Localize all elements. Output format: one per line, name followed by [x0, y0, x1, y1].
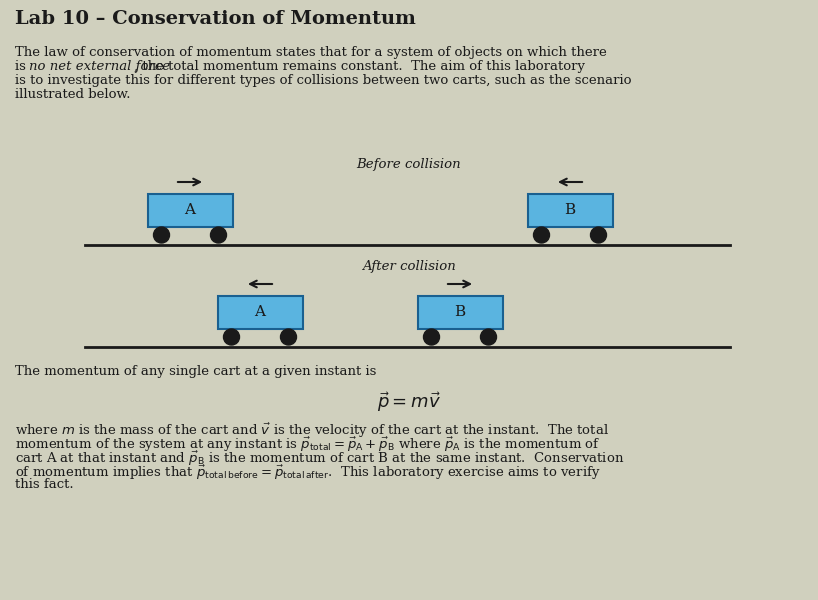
- Circle shape: [223, 329, 240, 345]
- Circle shape: [210, 227, 227, 243]
- Bar: [147, 194, 232, 227]
- Circle shape: [154, 227, 169, 243]
- Circle shape: [281, 329, 296, 345]
- Text: A: A: [185, 203, 196, 217]
- Text: this fact.: this fact.: [15, 478, 74, 491]
- Text: is: is: [15, 60, 30, 73]
- Text: where $m$ is the mass of the cart and $\vec{v}$ is the velocity of the cart at t: where $m$ is the mass of the cart and $\…: [15, 422, 609, 440]
- Circle shape: [591, 227, 606, 243]
- Bar: [218, 296, 303, 329]
- Bar: [528, 194, 613, 227]
- Text: of momentum implies that $\vec{p}_{\mathrm{total\,before}} = \vec{p}_{\mathrm{to: of momentum implies that $\vec{p}_{\math…: [15, 464, 600, 482]
- Text: $\vec{p} = m\vec{v}$: $\vec{p} = m\vec{v}$: [377, 390, 441, 414]
- Bar: [417, 296, 502, 329]
- Text: B: B: [564, 203, 576, 217]
- Text: Before collision: Before collision: [357, 158, 461, 171]
- Circle shape: [424, 329, 439, 345]
- Text: Lab 10 – Conservation of Momentum: Lab 10 – Conservation of Momentum: [15, 10, 416, 28]
- Circle shape: [533, 227, 550, 243]
- Text: A: A: [254, 305, 266, 319]
- Text: The law of conservation of momentum states that for a system of objects on which: The law of conservation of momentum stat…: [15, 46, 607, 59]
- Text: , the total momentum remains constant.  The aim of this laboratory: , the total momentum remains constant. T…: [134, 60, 585, 73]
- Text: cart A at that instant and $\vec{p}_{\mathrm{B}}$ is the momentum of cart B at t: cart A at that instant and $\vec{p}_{\ma…: [15, 450, 624, 469]
- Text: illustrated below.: illustrated below.: [15, 88, 131, 101]
- Text: momentum of the system at any instant is $\vec{p}_{\mathrm{total}} = \vec{p}_{\m: momentum of the system at any instant is…: [15, 436, 600, 454]
- Circle shape: [480, 329, 497, 345]
- Text: After collision: After collision: [362, 260, 456, 273]
- Text: B: B: [455, 305, 465, 319]
- Text: no net external force: no net external force: [29, 60, 170, 73]
- Text: is to investigate this for different types of collisions between two carts, such: is to investigate this for different typ…: [15, 74, 631, 87]
- Text: The momentum of any single cart at a given instant is: The momentum of any single cart at a giv…: [15, 365, 376, 378]
